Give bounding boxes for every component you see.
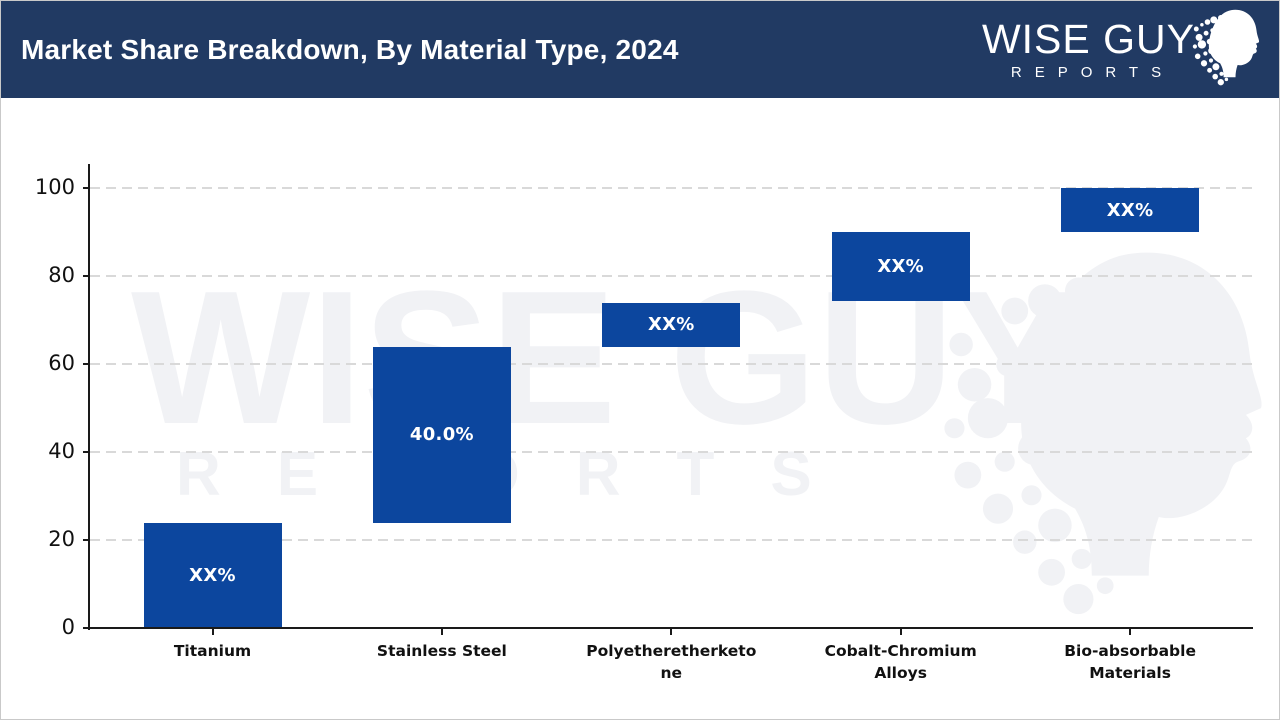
gridline-y100 — [90, 187, 1253, 190]
ytick-label-0: 0 — [61, 615, 75, 639]
xtick-mark-titanium — [211, 629, 214, 635]
gridline-y20 — [90, 539, 1253, 542]
xtick-mark-bio-absorbable-materials — [1129, 629, 1132, 635]
header-bar: Market Share Breakdown, By Material Type… — [1, 1, 1279, 98]
xtick-mark-stainless-steel — [440, 629, 443, 635]
xcat-label-polyetheretherketo-ne: Polyetheretherketo ne — [586, 642, 757, 683]
brand-subname: REPORTS — [1010, 64, 1175, 81]
bar-stainless-steel: 40.0% — [372, 346, 511, 523]
bar-value-label-stainless-steel: 40.0% — [409, 424, 474, 446]
bar-value-label-polyetheretherketo-ne: XX% — [647, 314, 695, 336]
xcat-label-stainless-steel: Stainless Steel — [376, 642, 507, 660]
bar-value-label-titanium: XX% — [189, 564, 236, 586]
bar-polyetheretherketo-ne: XX% — [602, 302, 741, 347]
bar-titanium: XX% — [143, 522, 282, 628]
ytick-mark-60 — [83, 363, 90, 366]
bar-value-label-bio-absorbable-materials: XX% — [1106, 199, 1154, 221]
brand-name: WISE GUY — [981, 16, 1195, 62]
brand-head-dots-icon — [1192, 9, 1260, 85]
brand-logo-text: WISE GUY REPORTS — [981, 16, 1195, 81]
xtick-mark-polyetheretherketo-ne — [670, 629, 673, 635]
ytick-label-40: 40 — [48, 439, 75, 464]
gridline-y40 — [90, 451, 1253, 454]
brand-logo: WISE GUY REPORTS — [982, 1, 1267, 98]
ytick-mark-40 — [83, 451, 90, 454]
ytick-mark-0 — [83, 627, 90, 629]
page-title: Market Share Breakdown, By Material Type… — [21, 33, 679, 65]
xcat-label-titanium: Titanium — [173, 642, 252, 660]
xcat-label-bio-absorbable-materials: Bio-absorbable Materials — [1064, 642, 1196, 683]
bar-value-label-cobalt-chromium-alloys: XX% — [877, 255, 925, 277]
ytick-mark-20 — [83, 539, 90, 542]
ytick-label-20: 20 — [48, 527, 75, 552]
ytick-label-100: 100 — [34, 175, 75, 200]
ytick-label-60: 60 — [48, 351, 75, 376]
xcat-label-cobalt-chromium-alloys: Cobalt-Chromium Alloys — [824, 642, 977, 683]
ytick-label-80: 80 — [48, 263, 75, 288]
gridline-y60 — [90, 363, 1253, 366]
bar-bio-absorbable-materials: XX% — [1061, 188, 1200, 233]
ytick-mark-100 — [83, 187, 90, 190]
xtick-mark-cobalt-chromium-alloys — [899, 629, 902, 635]
gridline-y80 — [90, 275, 1253, 278]
ytick-mark-80 — [83, 275, 90, 278]
bar-cobalt-chromium-alloys: XX% — [831, 232, 970, 301]
x-axis-line — [88, 627, 1253, 629]
watermark-head-dots-graphic — [944, 252, 1262, 615]
y-axis-line — [88, 164, 90, 630]
